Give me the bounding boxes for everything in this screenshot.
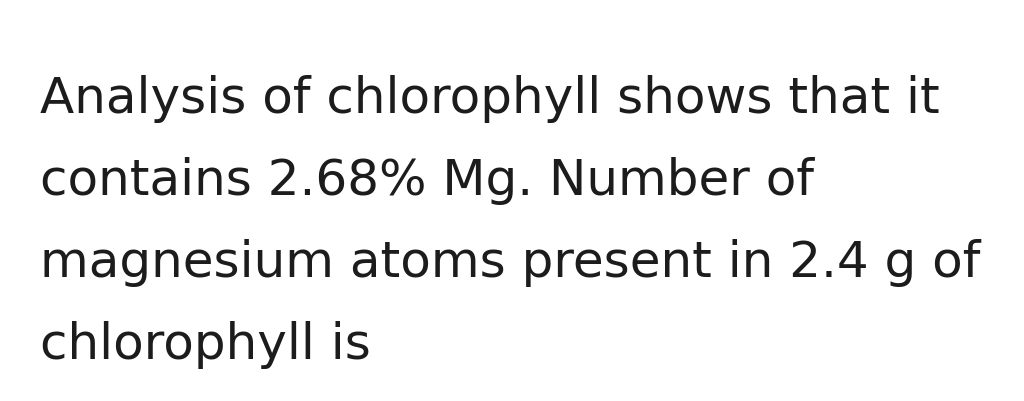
Text: magnesium atoms present in 2.4 g of: magnesium atoms present in 2.4 g of bbox=[40, 239, 980, 287]
Text: contains 2.68% Mg. Number of: contains 2.68% Mg. Number of bbox=[40, 157, 814, 205]
Text: chlorophyll is: chlorophyll is bbox=[40, 321, 371, 369]
Text: Analysis of chlorophyll shows that it: Analysis of chlorophyll shows that it bbox=[40, 75, 940, 123]
